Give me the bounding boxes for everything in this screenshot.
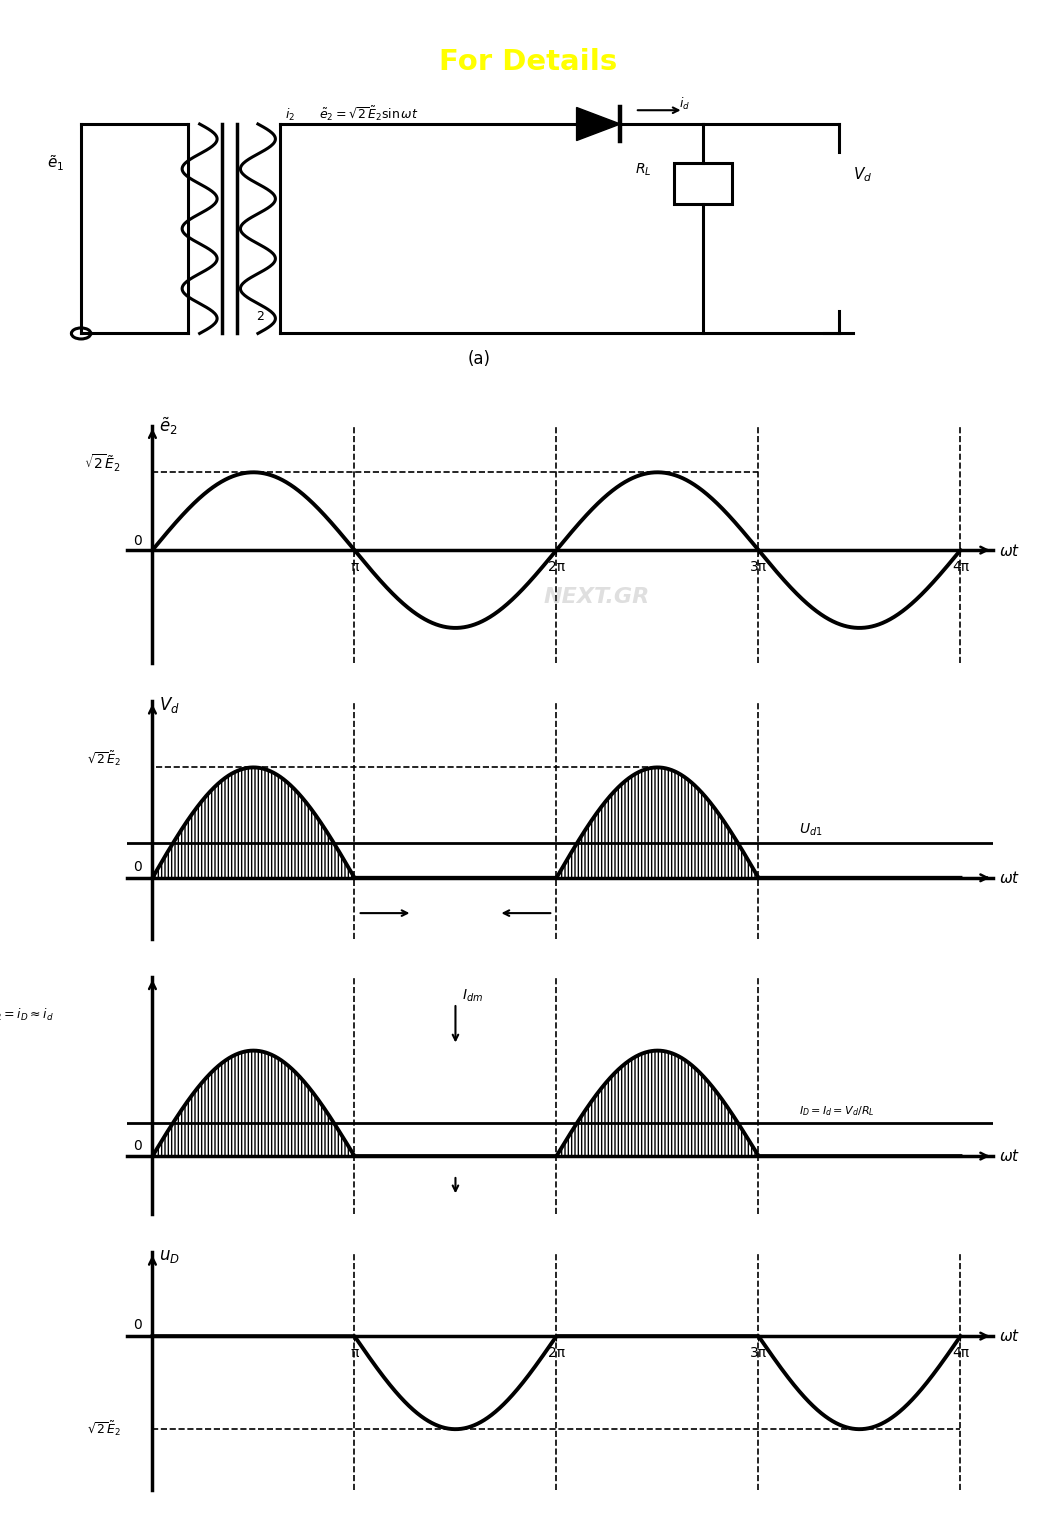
- Text: $\sqrt{2}\tilde{E}_2$: $\sqrt{2}\tilde{E}_2$: [84, 453, 120, 475]
- Polygon shape: [577, 107, 620, 141]
- Text: (a): (a): [468, 349, 491, 367]
- Text: $u_D$: $u_D$: [158, 1246, 180, 1265]
- Text: 0: 0: [133, 860, 142, 874]
- Text: CLICK HERE: CLICK HERE: [473, 11, 583, 29]
- Text: $\sqrt{2}\tilde{E}_2$: $\sqrt{2}\tilde{E}_2$: [87, 1419, 120, 1438]
- Text: $\omega t$: $\omega t$: [999, 1148, 1020, 1165]
- Text: $\omega t$: $\omega t$: [999, 544, 1020, 559]
- Text: 0: 0: [133, 1318, 142, 1332]
- Text: $\omega t$: $\omega t$: [999, 1327, 1020, 1344]
- Text: $U_{d1}$: $U_{d1}$: [799, 822, 823, 839]
- Text: $V_d$: $V_d$: [158, 695, 180, 715]
- Text: 0: 0: [133, 1139, 142, 1153]
- Text: $R_L$: $R_L$: [635, 162, 652, 178]
- Text: 0: 0: [133, 534, 142, 548]
- Text: For Details: For Details: [439, 47, 617, 77]
- Text: $I_D = I_d = V_d / R_L$: $I_D = I_d = V_d / R_L$: [799, 1104, 874, 1118]
- Text: 2: 2: [256, 309, 264, 323]
- Text: $\tilde{e}_2 = \sqrt{2}\tilde{E}_2 \sin\omega t$: $\tilde{e}_2 = \sqrt{2}\tilde{E}_2 \sin\…: [319, 104, 419, 122]
- Text: $I_{dm}$: $I_{dm}$: [461, 987, 483, 1004]
- Text: $i_d$: $i_d$: [679, 95, 690, 112]
- FancyBboxPatch shape: [674, 162, 732, 204]
- Text: $\sqrt{2}\tilde{E}_2$: $\sqrt{2}\tilde{E}_2$: [87, 750, 120, 769]
- Text: $i_2$: $i_2$: [285, 107, 296, 122]
- Text: $i_2 = i_D \approx i_d$: $i_2 = i_D \approx i_d$: [0, 1007, 54, 1023]
- Text: $V_d$: $V_d$: [853, 165, 872, 184]
- Text: NEXT.GR: NEXT.GR: [544, 586, 650, 606]
- Text: $\tilde{e}_2$: $\tilde{e}_2$: [158, 415, 177, 436]
- Text: $\omega t$: $\omega t$: [999, 870, 1020, 886]
- Text: $\tilde{e}_1$: $\tilde{e}_1$: [48, 153, 64, 173]
